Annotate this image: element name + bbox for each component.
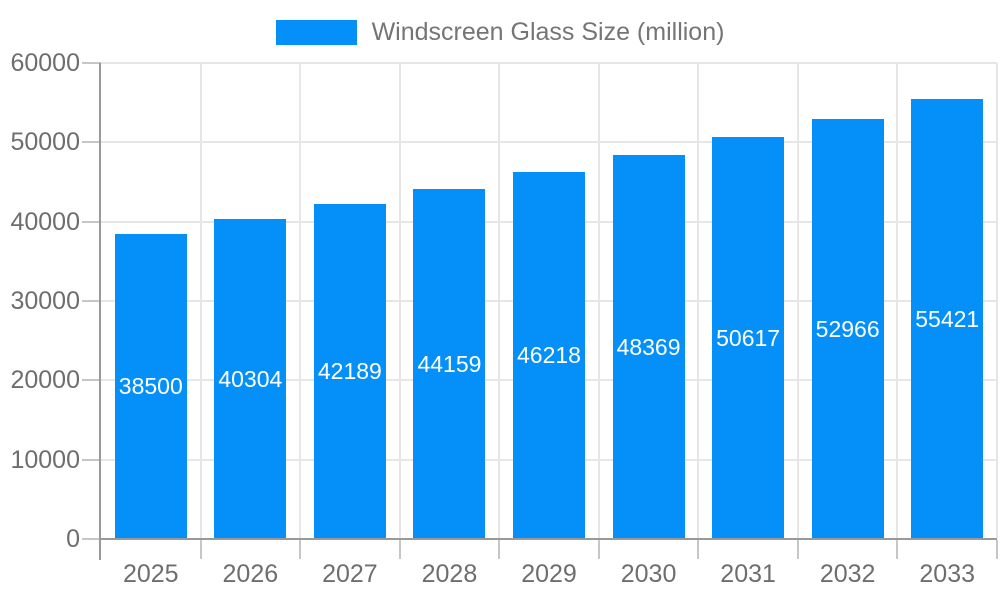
bar[interactable]: 38500 — [114, 234, 187, 539]
x-axis-label: 2033 — [919, 560, 976, 588]
x-tick — [796, 540, 799, 559]
bar-value-label: 50617 — [716, 324, 781, 351]
x-tick — [199, 540, 202, 559]
bar-value-label: 38500 — [118, 373, 183, 399]
v-gridline — [996, 63, 998, 539]
y-tick — [82, 458, 101, 461]
v-gridline — [199, 63, 202, 539]
bar-value-label: 48369 — [616, 333, 681, 360]
v-gridline — [896, 63, 899, 539]
bar[interactable]: 46218 — [513, 172, 585, 539]
v-gridline — [498, 63, 501, 539]
bar[interactable]: 55421 — [911, 99, 984, 539]
legend[interactable]: Windscreen Glass Size (million) — [0, 17, 1000, 47]
y-axis-label: 50000 — [10, 128, 80, 157]
y-axis-label: 30000 — [10, 287, 80, 315]
v-gridline — [398, 63, 401, 539]
y-tick — [82, 220, 101, 223]
bar[interactable]: 50617 — [712, 137, 785, 539]
legend-swatch — [275, 19, 357, 45]
y-tick — [82, 538, 101, 540]
h-gridline — [101, 62, 997, 64]
x-axis-line — [99, 538, 997, 540]
bar[interactable]: 42189 — [313, 204, 386, 539]
x-axis-label: 2031 — [720, 560, 776, 588]
y-axis-label: 40000 — [10, 207, 80, 236]
x-tick — [996, 540, 998, 559]
x-axis-label: 2030 — [620, 560, 677, 588]
bar-value-label: 55421 — [915, 305, 980, 332]
h-gridline — [101, 141, 997, 144]
bar[interactable]: 48369 — [612, 155, 685, 539]
y-axis-label: 60000 — [10, 49, 80, 77]
y-axis-label: 10000 — [10, 445, 80, 474]
x-tick — [299, 540, 302, 559]
legend-label: Windscreen Glass Size (million) — [371, 17, 725, 46]
bar[interactable]: 52966 — [811, 119, 884, 539]
v-gridline — [697, 63, 700, 539]
y-tick — [82, 379, 101, 382]
v-gridline — [796, 63, 799, 539]
bar[interactable]: 40304 — [214, 219, 287, 539]
v-gridline — [597, 63, 600, 539]
x-tick — [697, 540, 700, 559]
y-tick — [82, 141, 101, 144]
bar-value-label: 46218 — [517, 342, 581, 368]
x-tick — [597, 540, 600, 559]
x-tick — [398, 540, 401, 559]
x-axis-label: 2027 — [322, 560, 378, 588]
x-axis-label: 2028 — [421, 560, 478, 588]
x-tick — [498, 540, 501, 559]
bar[interactable]: 44159 — [413, 189, 486, 539]
x-axis-label: 2029 — [521, 560, 577, 588]
bar-value-label: 44159 — [417, 350, 482, 377]
x-axis-label: 2032 — [819, 560, 876, 588]
y-tick — [82, 62, 101, 64]
y-axis-label: 20000 — [10, 366, 80, 395]
v-gridline — [299, 63, 302, 539]
x-tick — [896, 540, 899, 559]
y-axis-label: 0 — [66, 525, 80, 553]
x-axis-label: 2025 — [122, 560, 179, 588]
bar-value-label: 40304 — [218, 365, 283, 392]
bar-value-label: 52966 — [815, 315, 880, 342]
x-axis-label: 2026 — [222, 560, 279, 588]
bar-value-label: 42189 — [317, 358, 382, 384]
y-axis-line — [99, 63, 101, 560]
y-tick — [82, 300, 101, 302]
